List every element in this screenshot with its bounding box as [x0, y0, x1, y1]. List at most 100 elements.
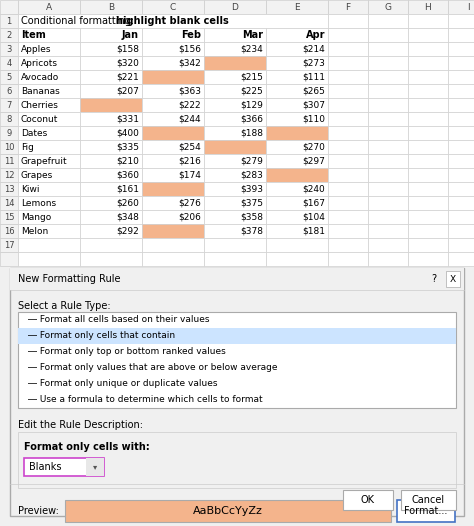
- Text: D: D: [232, 3, 238, 12]
- Bar: [368, 84, 408, 98]
- Bar: [368, 56, 408, 70]
- Bar: [368, 224, 408, 238]
- Bar: [80, 140, 142, 154]
- Bar: [328, 0, 368, 14]
- Text: $104: $104: [302, 213, 325, 221]
- Bar: [204, 224, 266, 238]
- Bar: [408, 126, 448, 140]
- Bar: [142, 98, 204, 112]
- Bar: [328, 56, 368, 70]
- Bar: [368, 14, 408, 28]
- Bar: [408, 182, 448, 196]
- Text: 11: 11: [4, 157, 14, 166]
- Text: B: B: [108, 3, 114, 12]
- Text: $167: $167: [302, 198, 325, 207]
- Bar: [80, 98, 142, 112]
- Text: $207: $207: [116, 86, 139, 96]
- Bar: [204, 84, 266, 98]
- Text: $222: $222: [178, 100, 201, 109]
- Text: $156: $156: [178, 45, 201, 54]
- Text: $360: $360: [116, 170, 139, 179]
- Bar: [368, 0, 408, 14]
- Bar: [408, 210, 448, 224]
- Bar: [266, 84, 328, 98]
- Bar: [266, 0, 328, 14]
- Bar: [408, 56, 448, 70]
- Bar: [328, 42, 368, 56]
- Bar: [204, 168, 266, 182]
- Text: Format...: Format...: [404, 506, 447, 516]
- Text: Avocado: Avocado: [21, 73, 59, 82]
- Bar: [328, 84, 368, 98]
- Bar: [266, 140, 328, 154]
- Bar: [0, 168, 18, 182]
- Text: Kiwi: Kiwi: [21, 185, 39, 194]
- Text: 14: 14: [4, 198, 14, 207]
- Bar: [18, 0, 80, 14]
- Bar: [204, 112, 266, 126]
- Text: $297: $297: [302, 157, 325, 166]
- Text: $210: $210: [116, 157, 139, 166]
- Bar: [0, 42, 18, 56]
- Bar: [368, 196, 408, 210]
- Bar: [368, 98, 408, 112]
- Bar: [408, 140, 448, 154]
- Text: Cherries: Cherries: [21, 100, 59, 109]
- Bar: [266, 252, 328, 266]
- Text: $375: $375: [240, 198, 263, 207]
- Text: ?: ?: [431, 274, 437, 284]
- Text: ― Format only cells that contain: ― Format only cells that contain: [28, 331, 175, 340]
- Bar: [18, 112, 80, 126]
- Bar: [368, 168, 408, 182]
- Bar: [408, 238, 448, 252]
- Bar: [18, 224, 80, 238]
- Text: $393: $393: [240, 185, 263, 194]
- Text: 10: 10: [4, 143, 14, 151]
- Bar: [448, 84, 474, 98]
- Text: $292: $292: [116, 227, 139, 236]
- Bar: [80, 210, 142, 224]
- Bar: [142, 210, 204, 224]
- Bar: [204, 126, 266, 140]
- Text: $129: $129: [240, 100, 263, 109]
- Bar: [204, 56, 266, 70]
- Bar: [204, 210, 266, 224]
- Bar: [266, 238, 328, 252]
- Text: $110: $110: [302, 115, 325, 124]
- Text: Grapes: Grapes: [21, 170, 53, 179]
- Bar: [448, 168, 474, 182]
- Bar: [408, 252, 448, 266]
- Bar: [80, 112, 142, 126]
- Text: 5: 5: [6, 73, 12, 82]
- Bar: [368, 210, 408, 224]
- Bar: [18, 84, 80, 98]
- Text: Apr: Apr: [306, 30, 325, 40]
- Bar: [142, 126, 204, 140]
- Bar: [266, 196, 328, 210]
- Bar: [18, 126, 80, 140]
- Text: $260: $260: [116, 198, 139, 207]
- Bar: [0, 126, 18, 140]
- Bar: [448, 0, 474, 14]
- Bar: [266, 28, 328, 42]
- Text: Jan: Jan: [122, 30, 139, 40]
- Text: C: C: [170, 3, 176, 12]
- Bar: [408, 0, 448, 14]
- Text: AaBbCcYyZz: AaBbCcYyZz: [193, 506, 263, 516]
- Text: Item: Item: [21, 30, 46, 40]
- Text: Blanks: Blanks: [29, 462, 62, 472]
- Bar: [142, 0, 204, 14]
- Bar: [142, 42, 204, 56]
- Text: $335: $335: [116, 143, 139, 151]
- Bar: [368, 252, 408, 266]
- Bar: [204, 42, 266, 56]
- Bar: [65, 500, 391, 522]
- Bar: [266, 154, 328, 168]
- Text: E: E: [294, 3, 300, 12]
- Text: 4: 4: [6, 58, 12, 67]
- Bar: [266, 182, 328, 196]
- Bar: [448, 42, 474, 56]
- Bar: [80, 224, 142, 238]
- Text: $331: $331: [116, 115, 139, 124]
- Text: 15: 15: [4, 213, 14, 221]
